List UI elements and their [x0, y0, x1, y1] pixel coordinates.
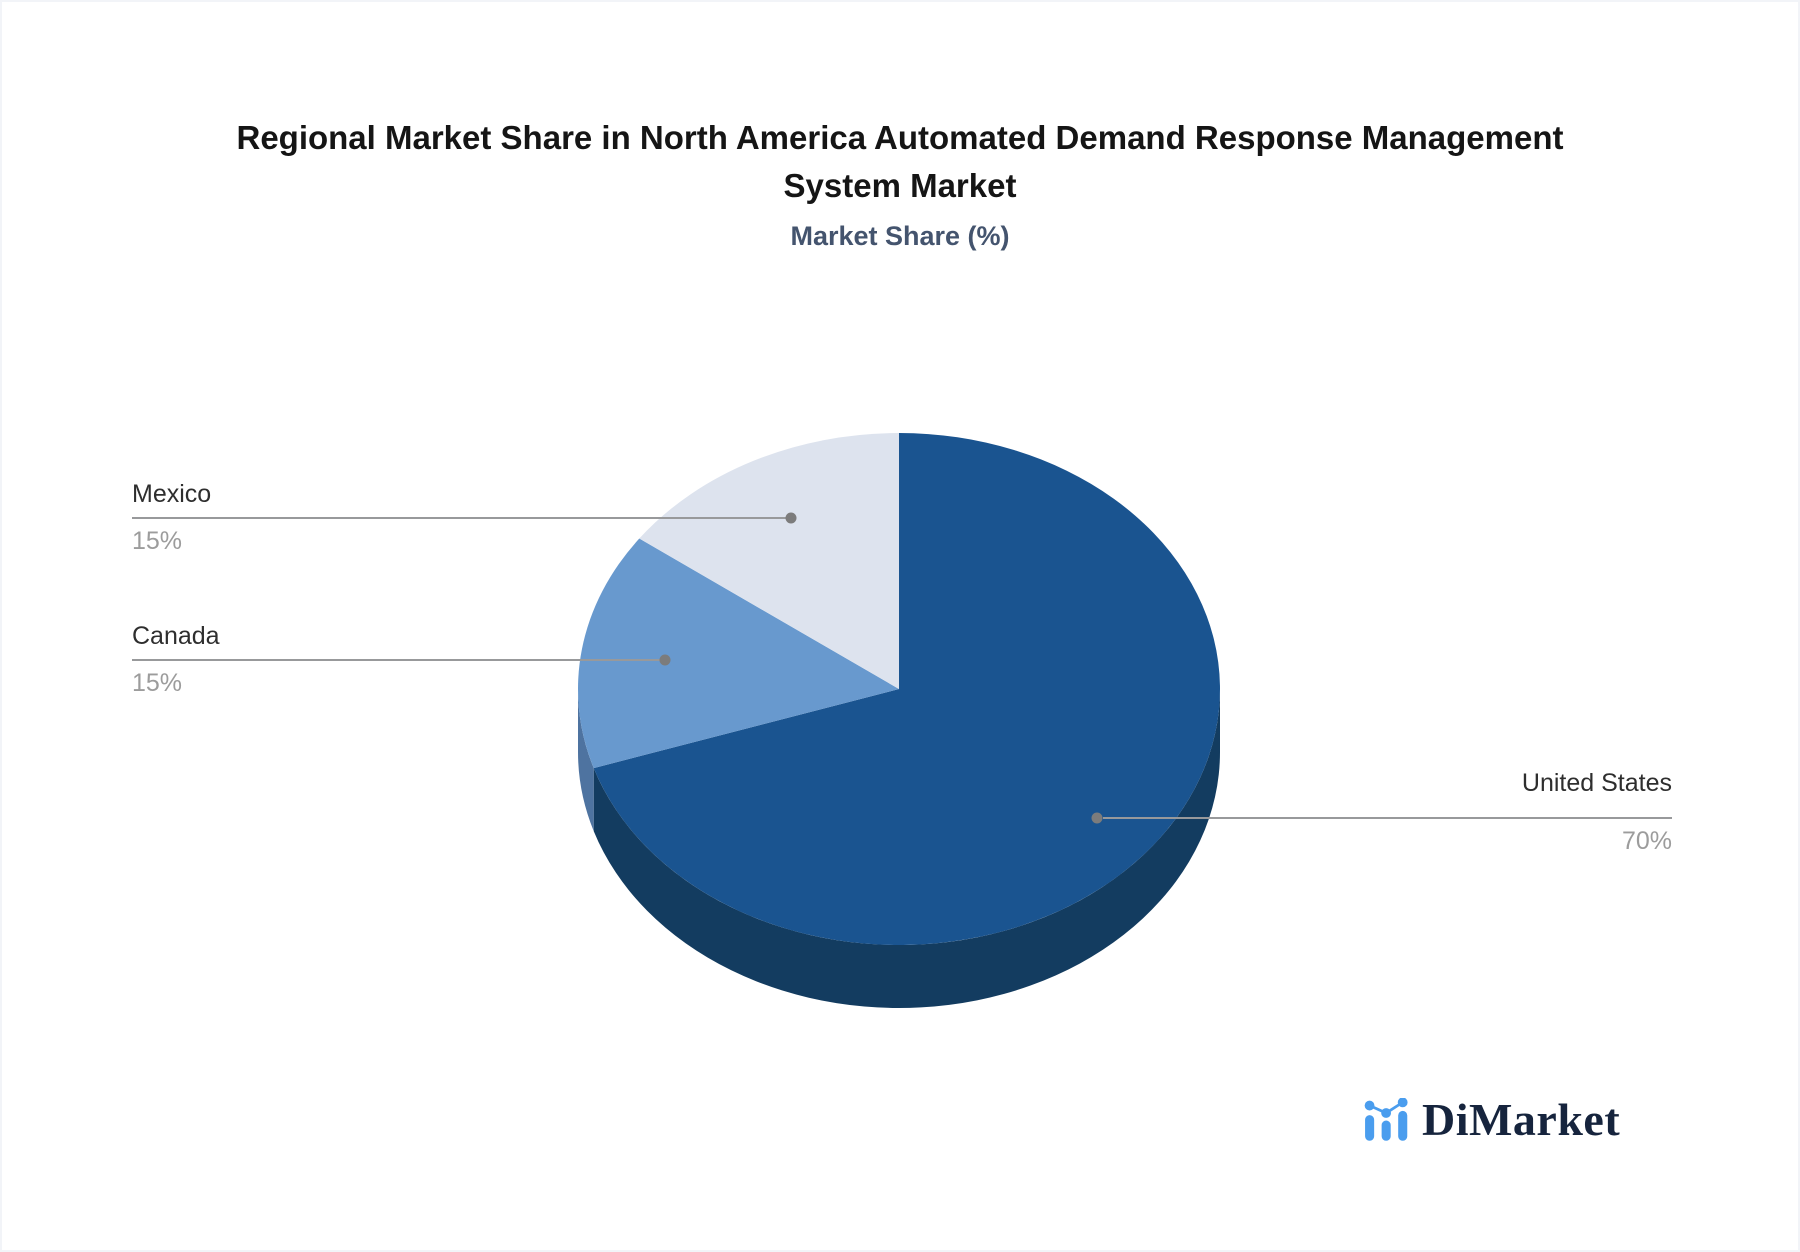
mexico-leader-dot	[785, 512, 797, 524]
pie-side-united-states	[593, 689, 1220, 1008]
chart-subtitle: Market Share (%)	[790, 221, 1010, 251]
canada-value: 15%	[132, 669, 183, 697]
dimarket-logo: DiMarket	[1364, 1094, 1620, 1146]
united-states-leader-dot	[1091, 812, 1103, 824]
united-states-value: 70%	[1621, 827, 1672, 855]
chart-title-line-2: System Market	[783, 167, 1017, 204]
canada-leader-dot	[659, 654, 671, 666]
united-states-label: United States	[1521, 769, 1672, 797]
leader-lines	[132, 512, 1672, 824]
pie-slices	[577, 433, 1220, 945]
pie-side-canada	[578, 689, 594, 832]
dimarket-logo-text: DiMarket	[1422, 1094, 1621, 1145]
pie-slice-united-states[interactable]	[593, 433, 1220, 945]
pie-slice-mexico[interactable]	[639, 433, 899, 689]
chart-header: Regional Market Share in North America A…	[0, 114, 1800, 256]
dimarket-logo-icon	[1364, 1097, 1408, 1141]
mexico-value: 15%	[132, 527, 183, 555]
pie-slice-canada[interactable]	[577, 538, 899, 769]
canada-label: Canada	[132, 622, 220, 650]
chart-title-line-1: Regional Market Share in North America A…	[236, 119, 1564, 156]
pie-3d-side-walls	[578, 689, 1220, 1008]
mexico-label: Mexico	[132, 480, 212, 508]
